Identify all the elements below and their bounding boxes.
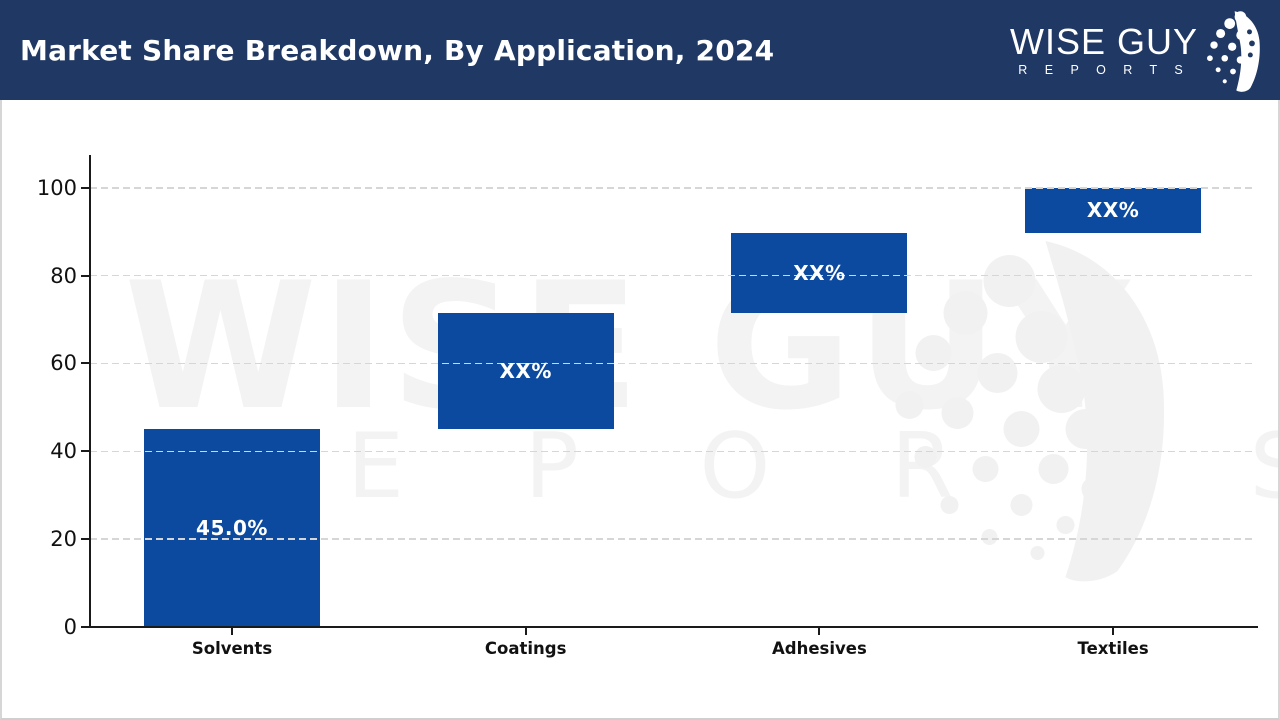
y-tick-label: 80 [50,263,77,288]
wise-guy-head-icon [1207,11,1260,92]
bar-adhesives [731,233,908,313]
y-tick-label: 40 [50,439,77,464]
y-tick-label: 100 [36,175,77,200]
x-tick-label-textiles: Textiles [1077,639,1149,658]
y-tick-label: 20 [50,527,77,552]
y-tick-mark [81,274,89,277]
gridline-y100 [90,187,1256,189]
y-tick-label: 0 [63,615,77,639]
gridline-y80 [90,274,1256,277]
plot-area: 45.0% XX% XX% XX% 0 20 40 60 80 100 Solvents Coatin… [2,100,1278,718]
chart-area: WISE GUY R E P O R T S 45.0% XX% XX% XX% 0 20… [0,100,1280,720]
logo-wordmark-line2: R E P O R T S [1018,62,1190,77]
x-tick-label-coatings: Coatings [484,639,567,658]
y-tick-mark [81,538,89,541]
y-tick-mark [81,186,89,189]
logo-wordmark-line1: WISE GUY [1009,20,1198,62]
y-tick-mark [81,626,89,628]
gridline-y40 [90,450,1256,453]
bar-value-label: XX% [793,261,846,285]
logo-wordmark: WISE GUY R E P O R T S [1009,20,1198,77]
x-tick-mark [524,627,527,635]
x-tick-label-adhesives: Adhesives [772,639,867,658]
bar-solvents [144,429,320,627]
gridline-y20 [90,538,1256,540]
x-tick-mark [231,627,233,635]
chart-title: Market Share Breakdown, By Application, … [20,33,775,67]
y-tick-mark [81,362,89,365]
watermark-head-icon [895,241,1165,582]
gridline-y60 [90,362,1256,365]
x-tick-mark [818,627,821,635]
bar-coatings [437,312,614,430]
wise-guy-logo: WISE GUY R E P O R T S [1010,0,1266,100]
header: Market Share Breakdown, By Application, … [0,0,1280,100]
x-tick-mark [1112,627,1115,635]
bar-value-label: XX% [499,359,552,384]
y-axis-line [89,155,91,628]
y-tick-label: 60 [50,351,77,376]
bar-value-label: 45.0% [196,516,268,541]
bar-textiles [1025,187,1202,234]
bar-value-label: XX% [1086,198,1140,223]
x-tick-label-solvents: Solvents [191,639,273,658]
y-tick-mark [81,450,89,453]
x-axis-line [87,626,1258,628]
